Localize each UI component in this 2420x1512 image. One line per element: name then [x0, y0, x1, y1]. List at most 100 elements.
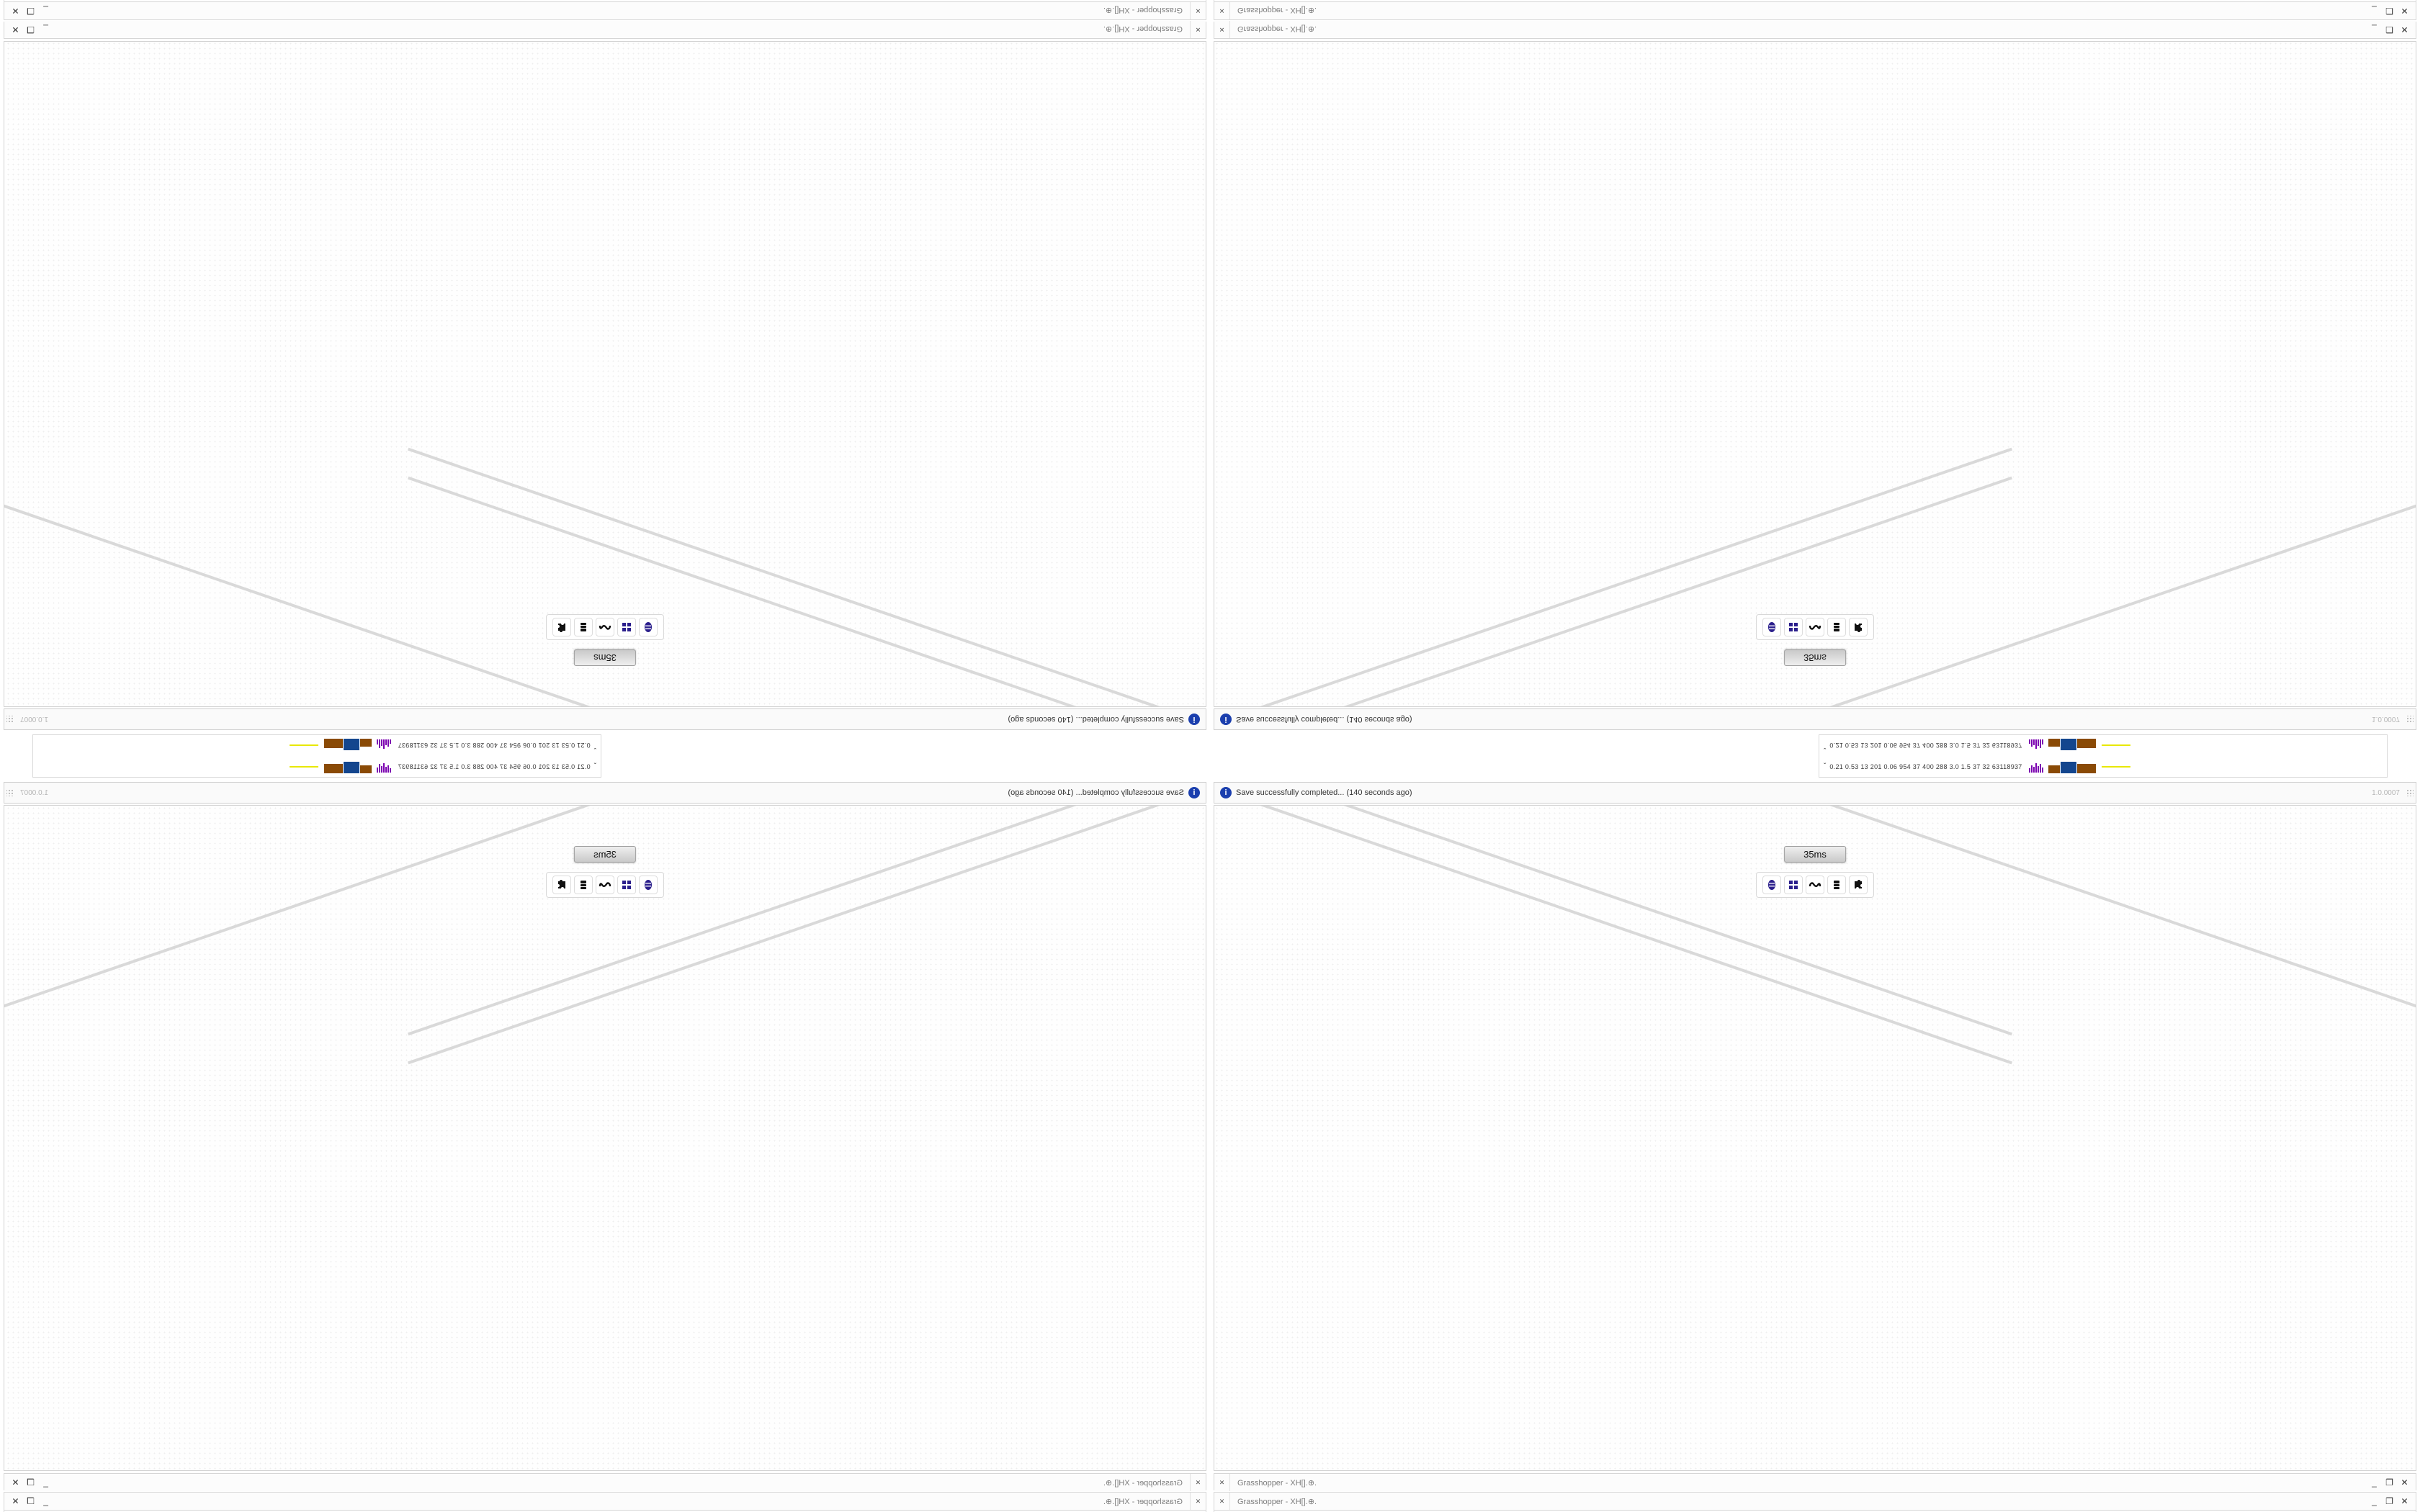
window-title: Grasshopper - XH[].⊕. [1103, 1497, 1183, 1506]
worm-icon[interactable] [596, 618, 614, 636]
minimize-button[interactable]: _ [43, 6, 48, 16]
ghost-window-title: Grasshopper - XH[].⊕. [1103, 24, 1183, 34]
puzzle-icon[interactable] [1849, 618, 1868, 636]
canvas-tooltip: 35ms [574, 649, 636, 666]
maximize-button[interactable]: ❐ [2385, 1496, 2393, 1506]
ghost-maximize-button[interactable]: ❐ [2385, 24, 2393, 35]
quadrant-bottom-right: ˇ 0.21 0.53 13 201 0.06 954 37 400 288 3… [1210, 756, 2420, 1512]
four-squares-icon[interactable] [617, 876, 636, 894]
stack-icon[interactable] [1827, 876, 1846, 894]
ghost-maximize-button[interactable]: ❐ [27, 1477, 35, 1488]
titlebar-close-left-icon[interactable]: ✕ [1214, 1493, 1230, 1510]
minimize-button[interactable]: _ [2372, 1496, 2377, 1506]
four-squares-icon[interactable] [617, 618, 636, 636]
ghost-close-icon[interactable]: ✕ [1190, 21, 1206, 38]
close-button[interactable]: ✕ [2401, 1496, 2408, 1506]
maximize-button[interactable]: ❐ [27, 1496, 35, 1506]
stats-bars-sparkline [2028, 761, 2043, 773]
ghost-minimize-button[interactable]: _ [43, 1477, 48, 1488]
stats-chevron-icon[interactable]: ˇ [593, 742, 596, 750]
worm-icon[interactable] [596, 876, 614, 894]
titlebar-close-left-icon[interactable]: ✕ [1190, 2, 1206, 19]
menu-bar[interactable]: FileEditViewDisplaySolutionHelpPancakeBu… [1214, 1511, 2416, 1512]
stats-bars-sparkline [377, 739, 392, 752]
stack-icon[interactable] [1827, 618, 1846, 636]
puzzle-icon[interactable] [552, 876, 571, 894]
stack-icon[interactable] [574, 876, 593, 894]
canvas-tooltip: 35ms [574, 846, 636, 863]
stack-icon[interactable] [574, 618, 593, 636]
ghost-close-button[interactable]: ✕ [12, 24, 19, 35]
window-title: Grasshopper - XH[].⊕. [1237, 1497, 1317, 1506]
canvas-icon-toolbar[interactable] [1756, 614, 1874, 640]
viewport-dot-grid [1214, 42, 2416, 706]
app-unit: ˇ 0.21 0.53 13 201 0.06 954 37 400 288 3… [1210, 0, 2420, 756]
ghost-close-button[interactable]: ✕ [2401, 24, 2408, 35]
ellipse-bars-icon[interactable] [1762, 876, 1781, 894]
stats-chevron-icon[interactable]: ˇ [593, 762, 596, 770]
resize-grip[interactable] [2407, 790, 2414, 796]
ghost-minimize-button[interactable]: _ [2372, 24, 2377, 35]
canvas-icon-toolbar[interactable] [546, 614, 664, 640]
stats-blocks-sparkline [324, 739, 372, 752]
grasshopper-titlebar[interactable]: ✕ Grasshopper - XH[].⊕. _ ❐ ✕ [4, 1, 1206, 20]
stats-yellow-line [2101, 744, 2130, 747]
stats-bars-sparkline [2028, 739, 2043, 752]
minimize-button[interactable]: _ [43, 1496, 48, 1506]
rhino-viewport[interactable]: 35ms [4, 805, 1206, 1471]
stats-numbers: 0.21 0.53 13 201 0.06 954 37 400 288 3.0… [1829, 742, 2022, 750]
info-icon: i [1188, 787, 1200, 798]
resize-grip[interactable] [6, 790, 13, 796]
close-button[interactable]: ✕ [12, 6, 19, 16]
ghost-minimize-button[interactable]: _ [2372, 1477, 2377, 1488]
ellipse-bars-icon[interactable] [639, 876, 658, 894]
grasshopper-titlebar[interactable]: ✕ Grasshopper - XH[].⊕. _ ❐ ✕ [4, 1492, 1206, 1511]
stats-numbers: 0.21 0.53 13 201 0.06 954 37 400 288 3.0… [398, 762, 591, 770]
rhino-status-bar: i Save successfully completed... (140 se… [4, 782, 1206, 804]
ellipse-bars-icon[interactable] [1762, 618, 1781, 636]
titlebar-close-left-icon[interactable]: ✕ [1190, 1493, 1206, 1510]
titlebar-close-left-icon[interactable]: ✕ [1214, 2, 1230, 19]
stats-chevron-icon[interactable]: ˇ [1824, 742, 1827, 750]
ghost-minimize-button[interactable]: _ [43, 24, 48, 35]
ellipse-bars-icon[interactable] [639, 618, 658, 636]
close-button[interactable]: ✕ [2401, 6, 2408, 16]
stats-chevron-icon[interactable]: ˇ [1824, 762, 1827, 770]
minimize-button[interactable]: _ [2372, 6, 2377, 16]
rhino-viewport[interactable]: 35ms [1214, 805, 2416, 1471]
rhino-status-message: Save successfully completed... (140 seco… [1008, 715, 1184, 724]
close-button[interactable]: ✕ [12, 1496, 19, 1506]
ghost-close-button[interactable]: ✕ [2401, 1477, 2408, 1488]
maximize-button[interactable]: ❐ [2385, 6, 2393, 16]
grasshopper-window: ✕ Grasshopper - XH[].⊕. _ ❐ ✕ FileEditVi… [1214, 1492, 2416, 1512]
grasshopper-titlebar[interactable]: ✕ Grasshopper - XH[].⊕. _ ❐ ✕ [1214, 1492, 2416, 1511]
resize-grip[interactable] [2407, 716, 2414, 722]
grasshopper-ghost-titlebar: ✕ Grasshopper - XH[].⊕. _ ❐ ✕ [1214, 21, 2416, 39]
grasshopper-titlebar[interactable]: ✕ Grasshopper - XH[].⊕. _ ❐ ✕ [1214, 1, 2416, 20]
ghost-close-button[interactable]: ✕ [12, 1477, 19, 1488]
canvas-icon-toolbar[interactable] [546, 872, 664, 898]
puzzle-icon[interactable] [552, 618, 571, 636]
rhino-status-message: Save successfully completed... (140 seco… [1236, 715, 1412, 724]
ghost-maximize-button[interactable]: ❐ [2385, 1477, 2393, 1488]
worm-icon[interactable] [1806, 618, 1824, 636]
puzzle-icon[interactable] [1849, 876, 1868, 894]
grasshopper-window: ✕ Grasshopper - XH[].⊕. _ ❐ ✕ FileEditVi… [1214, 0, 2416, 20]
ghost-close-icon[interactable]: ✕ [1214, 21, 1230, 38]
worm-icon[interactable] [1806, 876, 1824, 894]
rhino-viewport[interactable]: 35ms [1214, 41, 2416, 707]
ghost-maximize-button[interactable]: ❐ [27, 24, 35, 35]
window-title: Grasshopper - XH[].⊕. [1103, 6, 1183, 15]
rhino-version-label: 1.0.0007 [2372, 788, 2400, 797]
maximize-button[interactable]: ❐ [27, 6, 35, 16]
four-squares-icon[interactable] [1784, 618, 1803, 636]
ghost-window-title: Grasshopper - XH[].⊕. [1237, 1478, 1317, 1488]
resize-grip[interactable] [6, 716, 13, 722]
quadrant-top-right: ˇ 0.21 0.53 13 201 0.06 954 37 400 288 3… [1210, 0, 2420, 756]
canvas-icon-toolbar[interactable] [1756, 872, 1874, 898]
four-squares-icon[interactable] [1784, 876, 1803, 894]
ghost-close-icon[interactable]: ✕ [1214, 1474, 1230, 1491]
ghost-close-icon[interactable]: ✕ [1190, 1474, 1206, 1491]
rhino-viewport[interactable]: 35ms [4, 41, 1206, 707]
